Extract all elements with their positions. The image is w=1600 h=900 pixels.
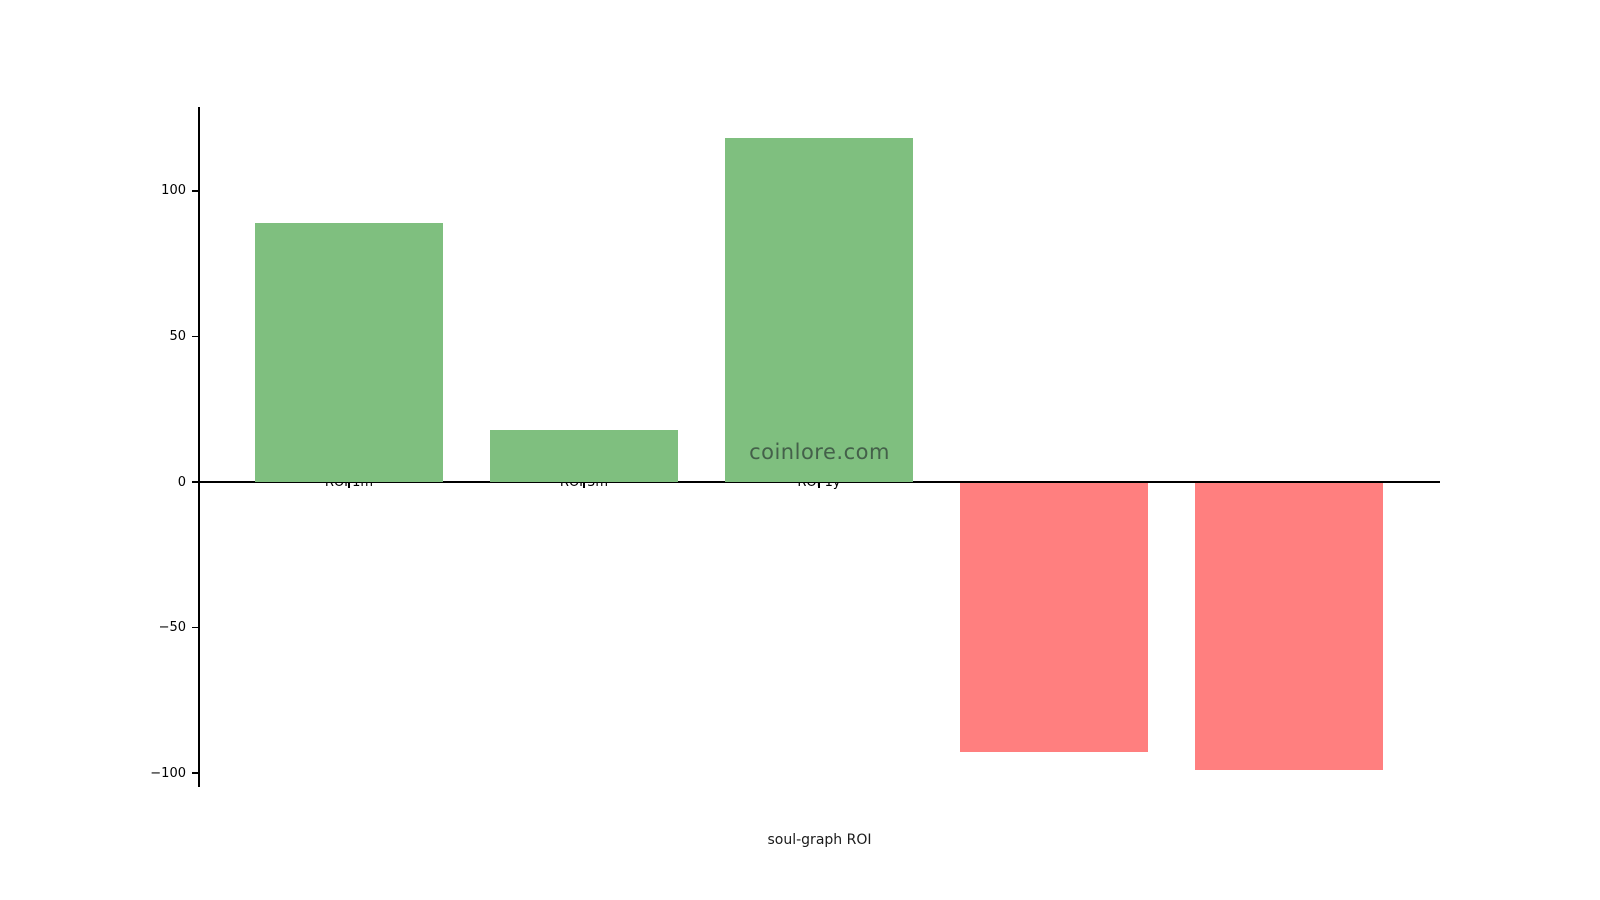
bar-3: [960, 483, 1148, 753]
y-tick: [192, 335, 198, 338]
y-tick-label: 100: [161, 183, 186, 199]
bar-roi-1y: [725, 138, 913, 482]
watermark-text: coinlore.com: [749, 440, 890, 464]
y-tick: [192, 190, 198, 192]
y-tick: [192, 772, 198, 774]
y-tick-label: −50: [158, 620, 186, 636]
y-tick: [192, 481, 198, 483]
x-tick: [348, 482, 350, 488]
bar-roi-1m: [255, 222, 443, 482]
bar-roi-3m: [490, 429, 678, 482]
bar-4: [1195, 483, 1383, 771]
y-tick: [192, 626, 198, 629]
y-tick-label: 0: [177, 474, 186, 490]
chart-title: soul-graph ROI: [767, 832, 872, 848]
x-tick: [583, 482, 585, 488]
y-tick-label: 50: [169, 328, 186, 344]
y-axis-spine: [198, 107, 200, 787]
x-tick: [818, 482, 820, 488]
y-tick-label: −100: [150, 765, 186, 781]
